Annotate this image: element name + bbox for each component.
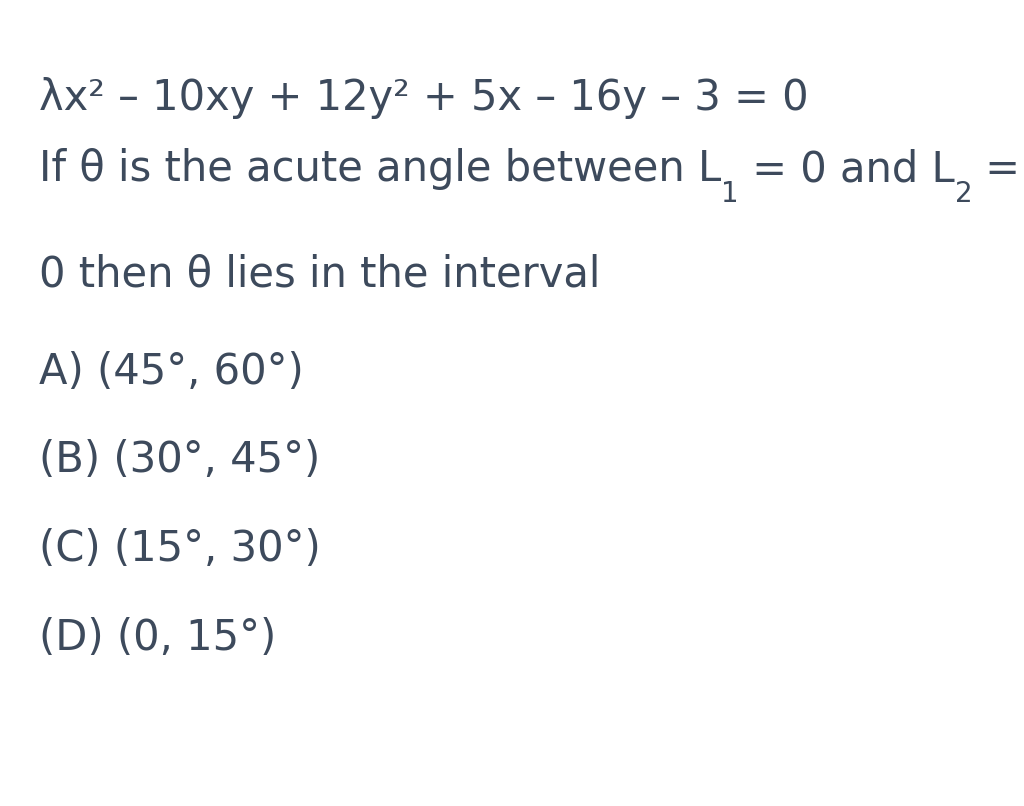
Text: 1: 1: [721, 180, 738, 207]
Text: =: =: [972, 148, 1020, 190]
Text: (C) (15°, 30°): (C) (15°, 30°): [39, 528, 321, 570]
Text: (B) (30°, 45°): (B) (30°, 45°): [39, 439, 321, 481]
Text: If θ is the acute angle between L: If θ is the acute angle between L: [39, 148, 721, 190]
Text: 0 then θ lies in the interval: 0 then θ lies in the interval: [39, 254, 600, 296]
Text: A) (45°, 60°): A) (45°, 60°): [39, 351, 304, 393]
Text: λx² – 10xy + 12y² + 5x – 16y – 3 = 0: λx² – 10xy + 12y² + 5x – 16y – 3 = 0: [39, 77, 809, 118]
Text: (D) (0, 15°): (D) (0, 15°): [39, 617, 276, 659]
Text: 2: 2: [954, 180, 972, 207]
Text: = 0 and L: = 0 and L: [738, 148, 954, 190]
